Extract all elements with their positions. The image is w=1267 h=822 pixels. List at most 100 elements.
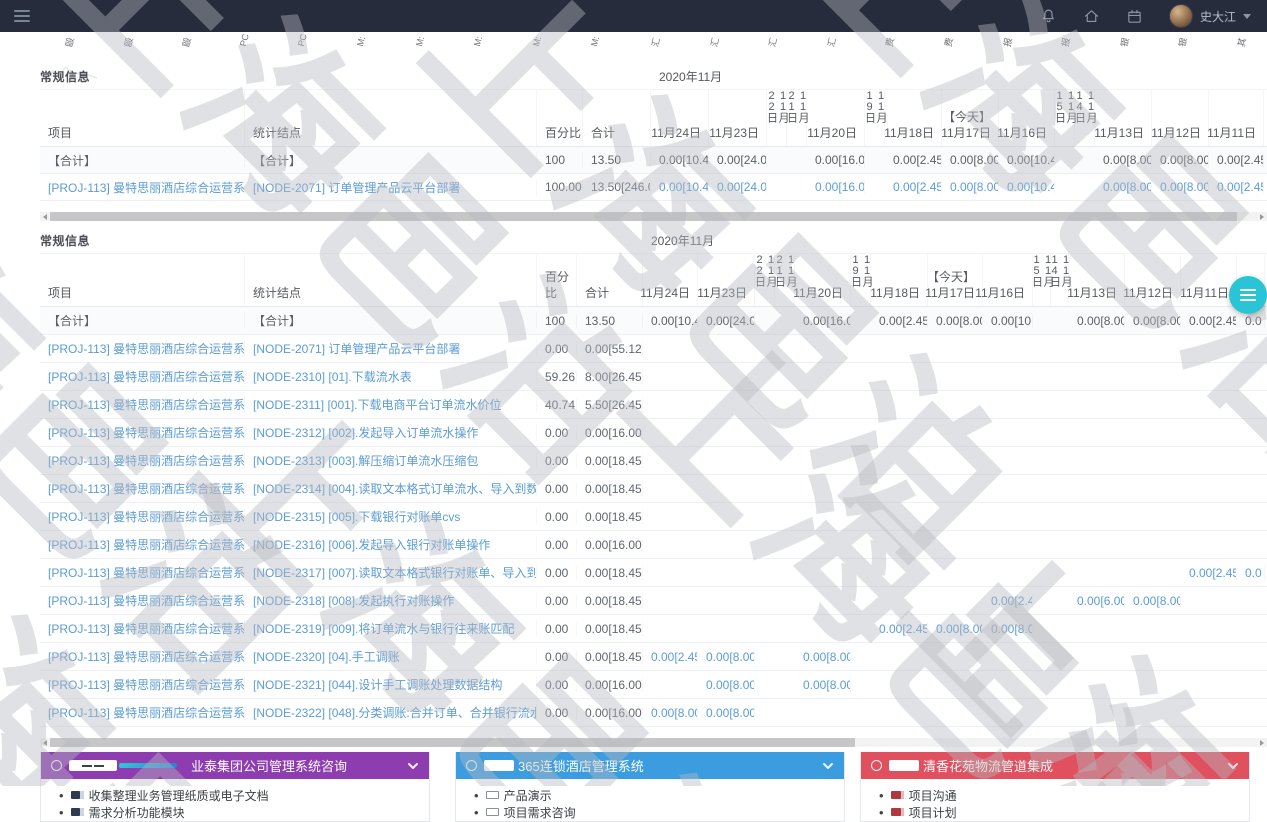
node-cell[interactable]: [NODE-2320] [04].手工调账 [245, 648, 537, 665]
total-cell: 13.50 [577, 314, 643, 328]
value-cell[interactable]: 0.00[2.45] [1209, 180, 1264, 194]
project-cell[interactable]: [PROJ-113] 曼特思丽酒店综合运营系统 [40, 676, 245, 693]
floating-menu-button[interactable] [1229, 276, 1267, 314]
value-cell[interactable]: 0.00[8.00] [942, 180, 999, 194]
table-row: [PROJ-113] 曼特思丽酒店综合运营系统 [NODE-2318] [008]… [40, 587, 1267, 615]
value-cell[interactable]: 0.00[2.45] [885, 180, 942, 194]
project-cell[interactable]: [PROJ-113] 曼特思丽酒店综合运营系统 [40, 592, 245, 609]
value-cell[interactable]: 0.00[8.00] [1152, 180, 1209, 194]
axis-label: 报 [1060, 36, 1073, 47]
panel-list-item[interactable]: • 需求分析功能模块 [59, 804, 429, 820]
value-cell[interactable]: 0.0 [1237, 566, 1265, 580]
project-cell[interactable]: [PROJ-113] 曼特思丽酒店综合运营系统 [40, 480, 245, 497]
value-cell[interactable]: 0.00[8.00] [698, 706, 755, 720]
total-cell: 0.00[16.00] [577, 678, 643, 692]
node-cell[interactable]: [NODE-2071] 订单管理产品云平台部署 [245, 340, 537, 357]
value-cell[interactable]: 0.00[10.45] [999, 180, 1055, 194]
value-cell: 0.00[8.00] [1125, 314, 1181, 328]
node-cell[interactable]: [NODE-2319] [009].将订单流水与银行往来账匹配 [245, 620, 537, 637]
panel-list-item[interactable]: • 项目沟通 [879, 787, 1249, 803]
node-cell[interactable]: [NODE-2311] [001].下载电商平台订单流水价位 [245, 396, 537, 413]
value-cell[interactable]: 0.00[8.00] [1095, 180, 1152, 194]
scrollbar-thumb[interactable] [50, 212, 1237, 221]
panel-list-item[interactable]: • 项目需求咨询 [474, 804, 844, 820]
value-cell[interactable]: 0.00[8.00] [698, 678, 755, 692]
table-header-row: 项目 统计结点 百分比 合计 11月24日 11月23日 11月22日 11月21日 11月20… [40, 89, 1267, 147]
col-header-date: 11月22日 [754, 254, 778, 306]
panel-list-item[interactable]: • 项目计划 [879, 804, 1249, 820]
scrollbar-thumb[interactable] [50, 738, 855, 747]
report-section-2: 常规信息 2020年11月 项目 统计结点 百分比 合计 11月24日 11月23日 11月… [40, 227, 1267, 727]
data-table: 项目 统计结点 百分比 合计 11月24日 11月23日 11月22日 11月21日 11月20… [40, 253, 1267, 727]
percent-cell: 100 [537, 314, 577, 328]
value-cell[interactable]: 0.00[24.00] [709, 180, 767, 194]
chevron-down-icon [1228, 762, 1238, 769]
home-icon[interactable] [1083, 8, 1100, 25]
axis-label: M: [589, 35, 602, 47]
project-cell[interactable]: [PROJ-113] 曼特思丽酒店综合运营系统 [40, 424, 245, 441]
panel-list-item[interactable]: • 产品演示 [474, 787, 844, 803]
col-header-date: 11月13日 [1094, 90, 1152, 146]
node-cell[interactable]: [NODE-2071] 订单管理产品云平台部署 [245, 179, 537, 196]
panel-header[interactable]: 清香花苑物流管道集成 [861, 752, 1249, 779]
value-cell[interactable]: 0.00[8.00] [1125, 594, 1181, 608]
panel-header[interactable]: 365连锁酒店管理系统 [456, 752, 844, 779]
node-cell[interactable]: [NODE-2321] [044].设计手工调账处理数据结构 [245, 676, 537, 693]
project-cell[interactable]: [PROJ-113] 曼特思丽酒店综合运营系统 [40, 620, 245, 637]
value-cell[interactable]: 0.00[2.45] [1181, 566, 1237, 580]
project-cell[interactable]: [PROJ-113] 曼特思丽酒店综合运营系统 [40, 452, 245, 469]
table-row: [PROJ-113] 曼特思丽酒店综合运营系统 [NODE-2319] [009]… [40, 615, 1267, 643]
value-cell[interactable]: 0.00[8.00] [928, 622, 983, 636]
value-cell[interactable]: 0.00[8.00] [795, 650, 851, 664]
project-cell[interactable]: [PROJ-113] 曼特思丽酒店综合运营系统 [40, 704, 245, 721]
value-cell[interactable]: 0.00[2.45] [983, 594, 1033, 608]
table-row: [PROJ-113] 曼特思丽酒店综合运营系统 [NODE-2315] [005]… [40, 503, 1267, 531]
value-cell[interactable]: 0.00[8.00] [983, 622, 1033, 636]
menu-icon[interactable] [14, 10, 30, 22]
node-cell[interactable]: [NODE-2313] [003].解压缩订单流水压缩包 [245, 452, 537, 469]
node-cell[interactable]: [NODE-2322] [048].分类调账:合并订单、合并银行流水、增加调账虚… [245, 704, 537, 721]
project-cell[interactable]: [PROJ-113] 曼特思丽酒店综合运营系统 [40, 396, 245, 413]
node-cell[interactable]: [NODE-2314] [004].读取文本格式订单流水、导入到数据库表中 [245, 480, 537, 497]
value-cell[interactable]: 0.00[10.45] [651, 180, 709, 194]
project-cell[interactable]: [PROJ-113] 曼特思丽酒店综合运营系统 [40, 340, 245, 357]
col-header-date: 11月20日 [807, 90, 865, 146]
scroll-right-arrow[interactable] [1257, 738, 1267, 747]
project-cell[interactable]: [PROJ-113] 曼特思丽酒店综合运营系统 [40, 564, 245, 581]
project-cell[interactable]: [PROJ-113] 曼特思丽酒店综合运营系统 [40, 536, 245, 553]
value-cell[interactable]: 0.00[6.00] [1069, 594, 1125, 608]
percent-cell: 100 [537, 153, 583, 167]
scroll-right-arrow[interactable] [1257, 212, 1267, 221]
project-cell[interactable]: [PROJ-113] 曼特思丽酒店综合运营系统 [40, 179, 245, 196]
value-cell[interactable]: 0.00[8.00] [698, 650, 755, 664]
node-cell[interactable]: [NODE-2318] [008].发起执行对账操作 [245, 592, 537, 609]
scroll-left-arrow[interactable] [40, 212, 50, 221]
value-cell[interactable]: 0.00[8.00] [795, 678, 851, 692]
calendar-icon[interactable] [1126, 8, 1143, 25]
horizontal-scrollbar[interactable] [40, 212, 1267, 221]
scroll-left-arrow[interactable] [40, 738, 50, 747]
bullet-icon: • [474, 787, 479, 803]
node-cell[interactable]: [NODE-2316] [006].发起导入银行对账单操作 [245, 536, 537, 553]
value-cell[interactable]: 0.00[2.45] [871, 622, 928, 636]
col-header-date: 11月21日 [774, 254, 798, 306]
status-dot-icon [51, 760, 62, 771]
node-cell[interactable]: [NODE-2315] [005].下载银行对账单cvs [245, 508, 537, 525]
panel-list-item[interactable]: • 收集整理业务管理纸质或电子文档 [59, 787, 429, 803]
project-cell[interactable]: [PROJ-113] 曼特思丽酒店综合运营系统 [40, 368, 245, 385]
node-cell[interactable]: [NODE-2310] [01].下载流水表 [245, 368, 537, 385]
value-cell: 0.00[8.00] [1069, 314, 1125, 328]
bell-icon[interactable] [1040, 8, 1057, 25]
percent-cell: 40.74 [537, 398, 577, 412]
section-title: 常规信息 [40, 233, 91, 248]
project-cell[interactable]: [PROJ-113] 曼特思丽酒店综合运营系统 [40, 508, 245, 525]
node-cell[interactable]: [NODE-2312] [002].发起导入订单流水操作 [245, 424, 537, 441]
panel-header[interactable]: 业泰集团公司管理系统咨询 [41, 752, 429, 779]
project-cell[interactable]: [PROJ-113] 曼特思丽酒店综合运营系统 [40, 648, 245, 665]
value-cell[interactable]: 0.00[16.00] [807, 180, 865, 194]
value-cell[interactable]: 0.00[2.45] [643, 650, 698, 664]
node-cell[interactable]: [NODE-2317] [007].读取文本格式银行对账单、导入到数据库表中 [245, 564, 537, 581]
horizontal-scrollbar[interactable] [40, 738, 1267, 747]
user-menu[interactable]: 史大江 [1168, 4, 1251, 28]
value-cell[interactable]: 0.00[8.00] [643, 706, 698, 720]
